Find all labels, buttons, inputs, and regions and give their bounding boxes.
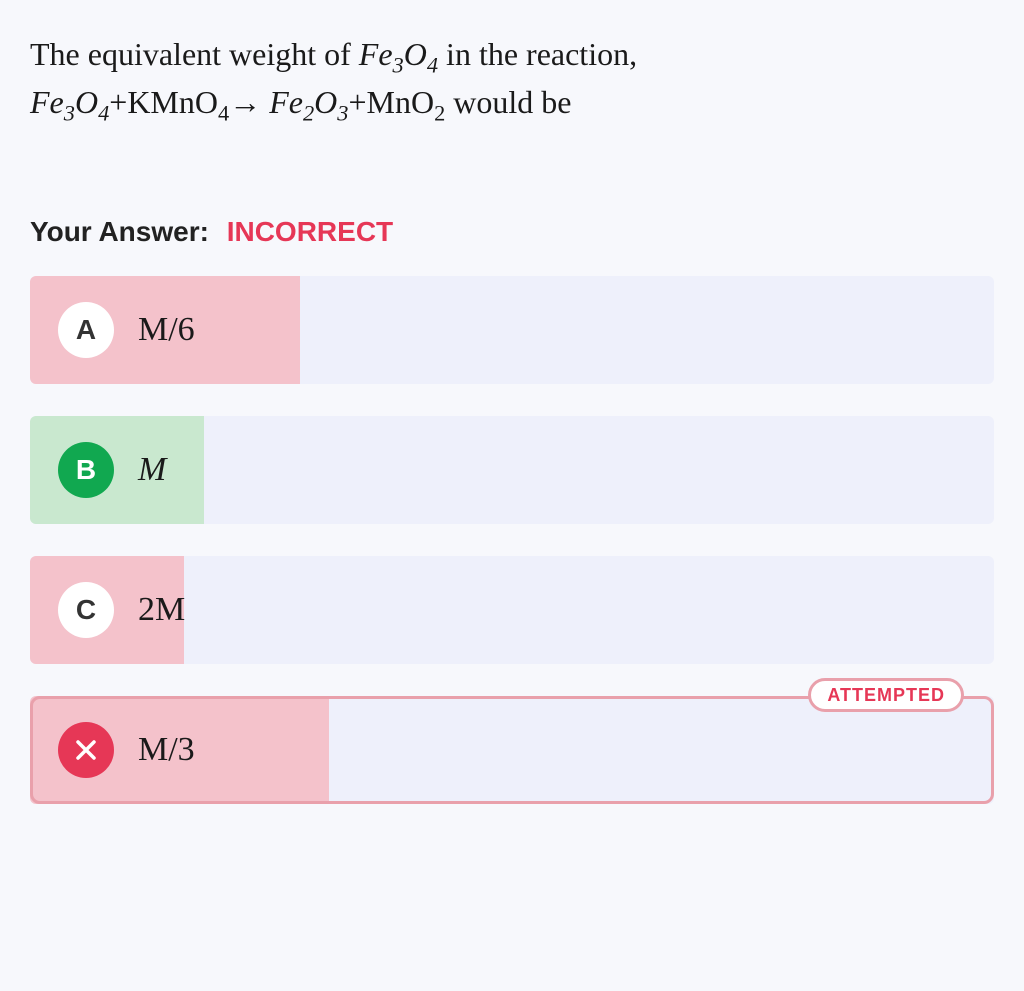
- option-content: BM: [30, 442, 166, 498]
- q-plus2: +: [348, 84, 366, 120]
- q-plus1: +: [109, 84, 127, 120]
- q-eq-fe3o4: Fe3O4: [30, 84, 109, 120]
- q-post1: in the reaction,: [438, 36, 637, 72]
- q-mno2: MnO2: [367, 84, 446, 120]
- your-answer-row: Your Answer: INCORRECT: [30, 216, 994, 248]
- option-c[interactable]: C 2M: [30, 556, 994, 664]
- option-content: C 2M: [30, 582, 185, 638]
- q-kmno4: KMnO4: [127, 84, 229, 120]
- q-tail: would be: [445, 84, 571, 120]
- attempted-badge: ATTEMPTED: [808, 678, 964, 712]
- option-a[interactable]: A M/6: [30, 276, 994, 384]
- q-fe3o4: Fe3O4: [359, 36, 438, 72]
- option-content: A M/6: [30, 302, 195, 358]
- q-fe2o3: Fe2O3: [269, 84, 348, 120]
- option-text: M/6: [138, 311, 195, 349]
- cross-icon: [58, 722, 114, 778]
- q-pre: The equivalent weight of: [30, 36, 359, 72]
- option-b[interactable]: BM: [30, 416, 994, 524]
- your-answer-status: INCORRECT: [227, 216, 393, 247]
- option-letter-badge: A: [58, 302, 114, 358]
- your-answer-label: Your Answer:: [30, 216, 209, 247]
- option-text: 2M: [138, 591, 185, 629]
- option-text: M/3: [138, 731, 195, 769]
- option-d[interactable]: M/3ATTEMPTED: [30, 696, 994, 804]
- option-text: M: [138, 451, 166, 489]
- option-letter-badge: C: [58, 582, 114, 638]
- q-arrow: →: [229, 84, 261, 120]
- options-list: AM/6BMC2MM/3ATTEMPTED: [30, 276, 994, 804]
- option-letter-badge: B: [58, 442, 114, 498]
- option-content: M/3: [30, 722, 195, 778]
- question-text: The equivalent weight of Fe3O4 in the re…: [30, 30, 994, 126]
